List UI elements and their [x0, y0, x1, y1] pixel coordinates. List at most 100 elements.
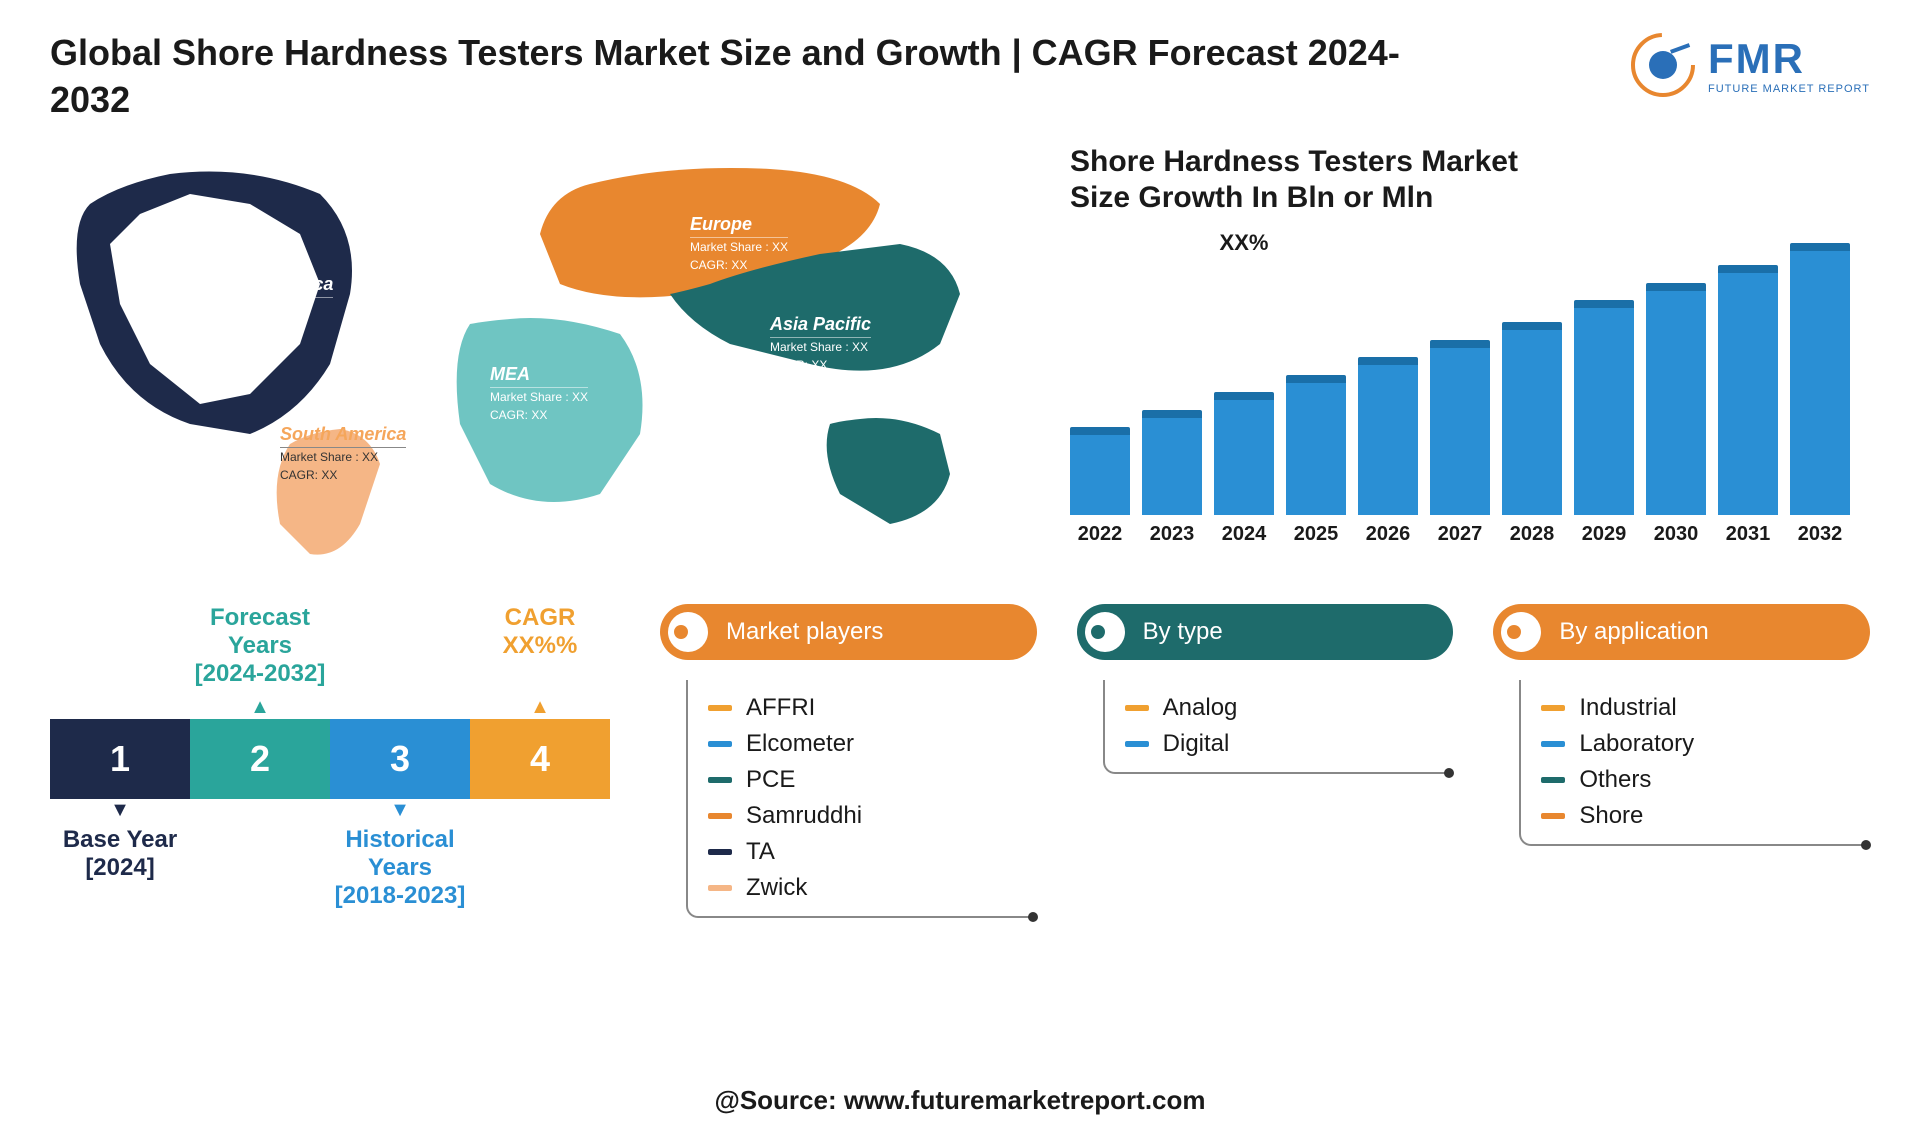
chart-bar: [1502, 322, 1562, 515]
timeline-arrow: ▲: [190, 696, 330, 719]
timeline-arrow: ▼: [50, 799, 190, 822]
timeline-segment: 1: [50, 719, 190, 799]
chart-bar: [1574, 300, 1634, 514]
timeline-top-label: Forecast Years[2024-2032]: [190, 604, 330, 688]
chart-bar: [1790, 243, 1850, 514]
timeline-top-label: CAGRXX%%: [470, 604, 610, 688]
bar-year-label: 2031: [1726, 523, 1771, 546]
bar-column: 2026: [1358, 357, 1418, 546]
bar-column: 2027: [1430, 340, 1490, 546]
chart-bar: [1718, 265, 1778, 514]
category-item-label: Shore: [1579, 802, 1643, 830]
region-cagr: CAGR: XX: [770, 356, 871, 372]
bar-column: 2022: [1070, 427, 1130, 546]
category-item: Zwick: [708, 870, 1037, 906]
chart-bar: [1214, 392, 1274, 515]
category-item: PCE: [708, 762, 1037, 798]
page-title: Global Shore Hardness Testers Market Siz…: [50, 30, 1450, 124]
timeline-arrow: [330, 696, 470, 719]
source-text: @Source: www.futuremarketreport.com: [714, 1085, 1205, 1116]
category-item: Analog: [1125, 690, 1454, 726]
bar-year-label: 2023: [1150, 523, 1195, 546]
bullet-icon: [708, 777, 732, 783]
category-item-label: TA: [746, 838, 775, 866]
region-name: MEA: [490, 364, 588, 385]
bar-year-label: 2027: [1438, 523, 1483, 546]
bar-column: 2031: [1718, 265, 1778, 545]
bar-column: XX% 2032: [1790, 243, 1850, 545]
chart-bar: [1142, 410, 1202, 515]
region-share: Market Share : XX: [490, 387, 588, 404]
category-header-label: Market players: [726, 618, 883, 646]
timeline-arrow: ▲: [470, 696, 610, 719]
category-list: Industrial Laboratory Others Shore: [1519, 680, 1870, 846]
category-header-label: By type: [1143, 618, 1223, 646]
region-label: Asia Pacific Market Share : XX CAGR: XX: [770, 314, 871, 372]
bullet-icon: [1541, 741, 1565, 747]
world-map: North America Market Share : XX CAGR: XX…: [50, 144, 1010, 564]
category-column: By type Analog Digital: [1077, 604, 1454, 918]
region-share: Market Share : XX: [690, 237, 788, 254]
category-item: AFFRI: [708, 690, 1037, 726]
bar-year-label: 2032: [1798, 523, 1843, 546]
bar-year-label: 2029: [1582, 523, 1627, 546]
category-item: Samruddhi: [708, 798, 1037, 834]
bar-annotation: XX%: [1220, 230, 1269, 256]
region-label: MEA Market Share : XX CAGR: XX: [490, 364, 588, 422]
header-dot-icon: [1501, 612, 1541, 652]
timeline: Forecast Years[2024-2032] CAGRXX%% ▲ ▲ 1…: [50, 604, 610, 910]
timeline-bottom-label: [470, 826, 610, 910]
bullet-icon: [1541, 813, 1565, 819]
category-item: Others: [1541, 762, 1870, 798]
bar-year-label: 2028: [1510, 523, 1555, 546]
logo-text: FMR: [1708, 35, 1870, 83]
chart-bar: [1430, 340, 1490, 515]
bullet-icon: [1541, 705, 1565, 711]
category-item: Digital: [1125, 726, 1454, 762]
timeline-arrow: [50, 696, 190, 719]
bullet-icon: [708, 741, 732, 747]
region-name: Europe: [690, 214, 788, 235]
category-list: AFFRI Elcometer PCE Samruddhi TA Zwick: [686, 680, 1037, 918]
timeline-bottom-label: Base Year[2024]: [50, 826, 190, 910]
chart-bar: [1646, 283, 1706, 515]
bar-year-label: 2022: [1078, 523, 1123, 546]
timeline-bottom-label: [190, 826, 330, 910]
bar-chart: 2022 2023XX% 2024 2025 2026 2027 2028 20…: [1070, 226, 1870, 546]
bullet-icon: [1125, 741, 1149, 747]
category-header: By application: [1493, 604, 1870, 660]
category-list: Analog Digital: [1103, 680, 1454, 774]
category-item-label: PCE: [746, 766, 795, 794]
chart-bar: [1286, 375, 1346, 515]
category-item-label: Analog: [1163, 694, 1238, 722]
timeline-arrow: [470, 799, 610, 822]
logo-subtext: FUTURE MARKET REPORT: [1708, 83, 1870, 95]
timeline-top-label: [330, 604, 470, 688]
timeline-segment: 4: [470, 719, 610, 799]
category-header-label: By application: [1559, 618, 1708, 646]
category-item-label: Samruddhi: [746, 802, 862, 830]
region-cagr: CAGR: XX: [490, 406, 588, 422]
timeline-segment: 3: [330, 719, 470, 799]
bullet-icon: [1125, 705, 1149, 711]
bar-year-label: 2025: [1294, 523, 1339, 546]
category-header: Market players: [660, 604, 1037, 660]
bar-chart-area: Shore Hardness Testers Market Size Growt…: [1050, 144, 1870, 564]
category-item-label: AFFRI: [746, 694, 815, 722]
region-cagr: CAGR: XX: [690, 256, 788, 272]
category-item: Industrial: [1541, 690, 1870, 726]
category-column: By application Industrial Laboratory Oth…: [1493, 604, 1870, 918]
logo: FMR FUTURE MARKET REPORT: [1628, 30, 1870, 100]
category-item-label: Digital: [1163, 730, 1230, 758]
chart-bar: [1358, 357, 1418, 515]
region-label: Europe Market Share : XX CAGR: XX: [690, 214, 788, 272]
chart-bar: [1070, 427, 1130, 515]
bar-column: 2028: [1502, 322, 1562, 546]
bar-year-label: 2026: [1366, 523, 1411, 546]
logo-icon: [1628, 30, 1698, 100]
bar-column: 2030: [1646, 283, 1706, 546]
region-label: South America Market Share : XX CAGR: XX: [280, 424, 406, 482]
category-item: Shore: [1541, 798, 1870, 834]
timeline-bottom-label: Historical Years[2018-2023]: [330, 826, 470, 910]
bar-column: 2029: [1574, 300, 1634, 545]
